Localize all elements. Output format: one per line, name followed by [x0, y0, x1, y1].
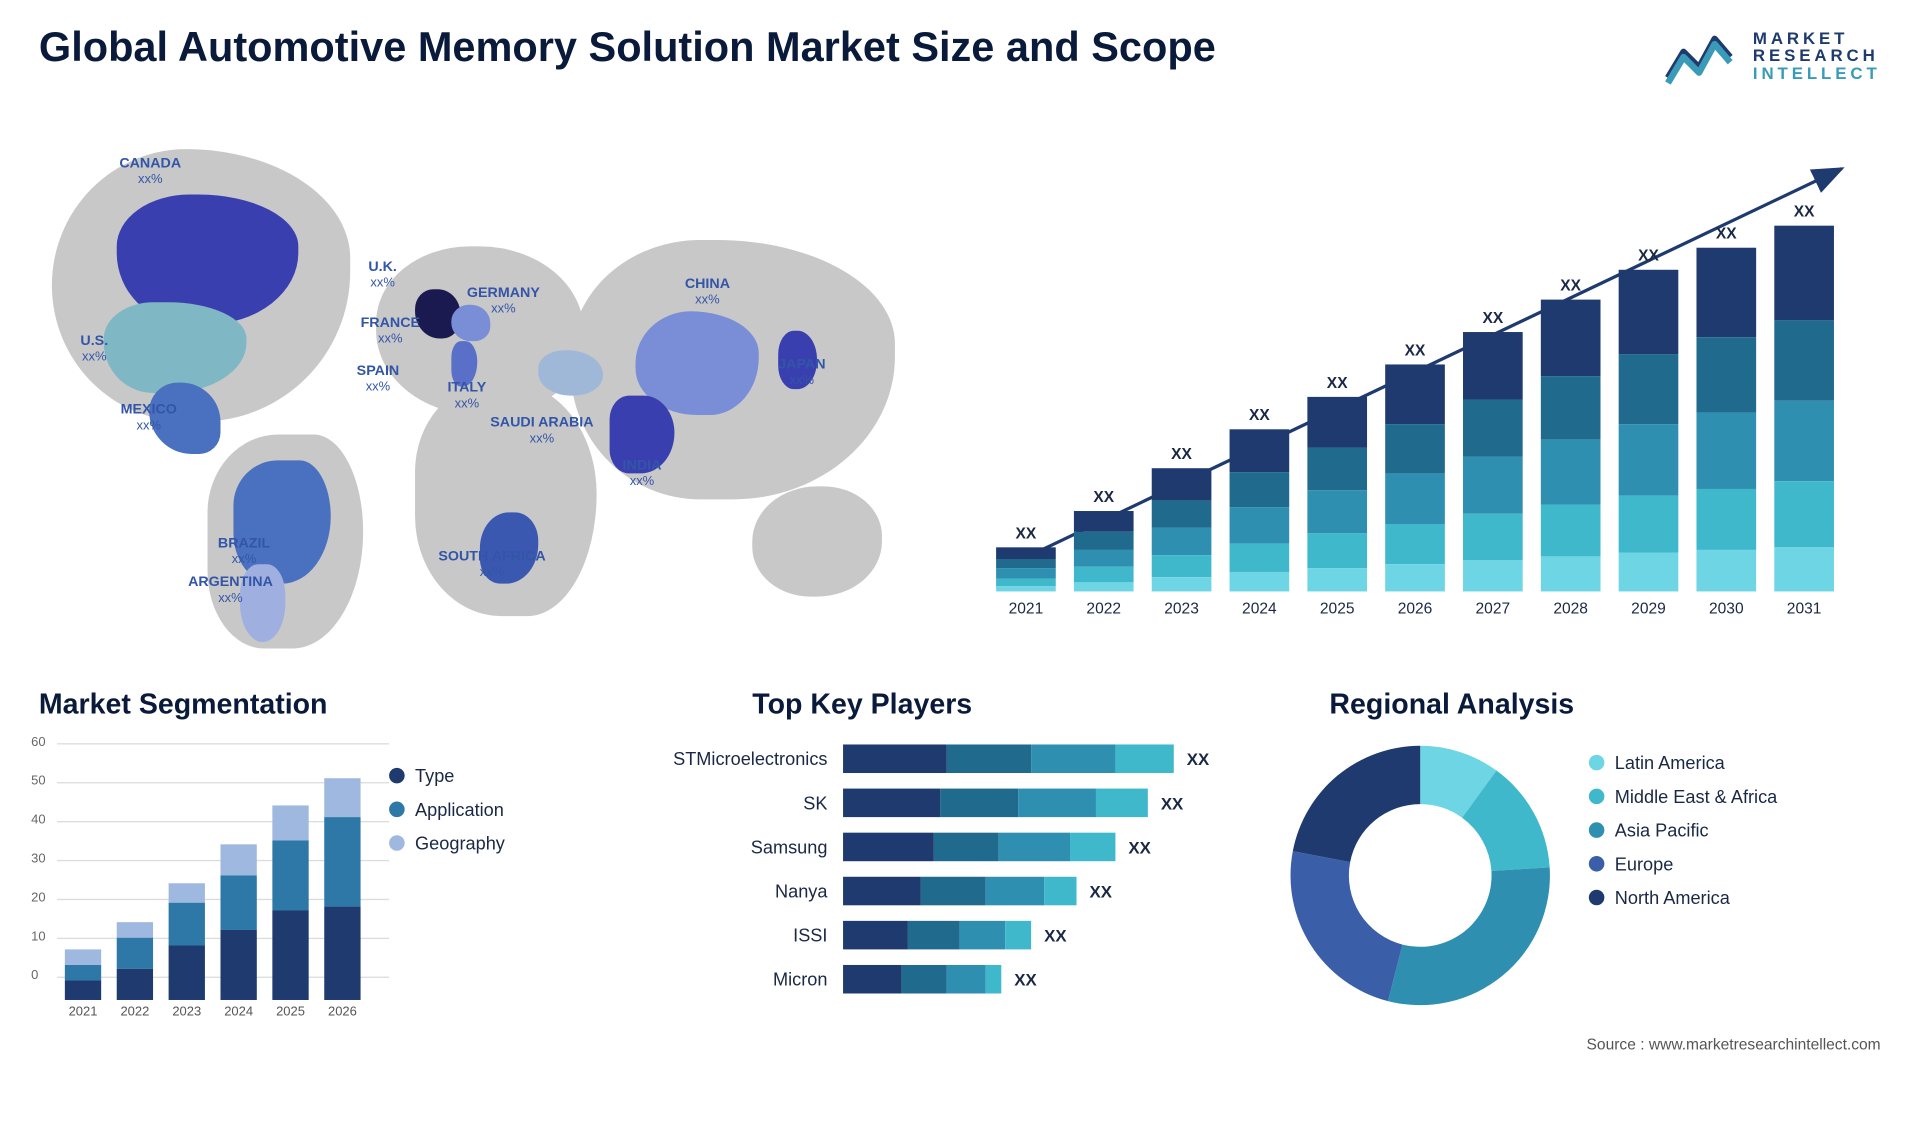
seg-bar: 2025	[272, 805, 308, 1000]
map-country-label: SAUDI ARABIAxx%	[490, 415, 593, 446]
seg-bar: 2023	[169, 883, 205, 1000]
regional-legend-item: Middle East & Africa	[1589, 786, 1777, 807]
seg-y-label: 60	[31, 735, 45, 749]
regional-legend: Latin America Middle East & Africa Asia Pa…	[1589, 752, 1777, 921]
logo-line1: MARKET	[1753, 29, 1881, 47]
player-row: STMicroelectronicsXX	[661, 739, 1232, 778]
seg-legend-item: Geography	[389, 833, 505, 854]
donut-slice	[1388, 867, 1550, 1005]
seg-bar: 2022	[117, 922, 153, 1000]
logo-icon	[1662, 23, 1740, 88]
seg-legend-item: Application	[389, 799, 505, 820]
map-country-label: ITALYxx%	[447, 380, 486, 411]
source-footer: Source : www.marketresearchintellect.com	[1587, 1035, 1881, 1053]
growth-bar: XX2029	[1619, 270, 1679, 592]
growth-bar: XX2021	[996, 547, 1056, 591]
players-title: Top Key Players	[752, 687, 972, 721]
seg-y-label: 30	[31, 852, 45, 866]
brand-logo: MARKET RESEARCH INTELLECT	[1662, 23, 1881, 88]
player-row: SamsungXX	[661, 827, 1232, 866]
map-country-label: SPAINxx%	[357, 363, 400, 394]
donut-svg	[1284, 739, 1556, 1011]
donut-slice	[1291, 851, 1403, 1001]
regional-title: Regional Analysis	[1329, 687, 1574, 721]
segmentation-chart: 0 10 20 30 40 50 60 2021 2022 2023 2024 2025 2026	[26, 737, 389, 1029]
seg-y-label: 10	[31, 930, 45, 944]
map-country-label: U.S.xx%	[80, 333, 108, 364]
growth-bar: XX2027	[1463, 332, 1523, 591]
map-country-label: INDIAxx%	[623, 458, 662, 489]
growth-bar: XX2031	[1774, 226, 1834, 592]
regional-legend-item: Asia Pacific	[1589, 820, 1777, 841]
map-country-label: CANADAxx%	[119, 156, 181, 187]
donut-slice	[1293, 746, 1420, 862]
growth-bar: XX2022	[1074, 511, 1134, 591]
seg-y-label: 50	[31, 774, 45, 788]
map-country-label: JAPANxx%	[778, 357, 825, 388]
seg-legend-item: Type	[389, 765, 505, 786]
growth-bar: XX2024	[1230, 429, 1290, 591]
growth-bar: XX2026	[1385, 364, 1445, 591]
seg-bar: 2026	[324, 778, 360, 1000]
map-country-label: MEXICOxx%	[121, 402, 177, 433]
regional-donut-chart	[1284, 739, 1556, 1011]
map-landmass	[752, 486, 882, 596]
map-country-label: ARGENTINAxx%	[188, 575, 273, 606]
regional-legend-item: Latin America	[1589, 752, 1777, 773]
seg-bar: 2024	[220, 844, 256, 1000]
seg-y-label: 40	[31, 813, 45, 827]
regional-legend-item: North America	[1589, 887, 1777, 908]
segmentation-legend: Type Application Geography	[389, 765, 505, 866]
logo-line2: RESEARCH	[1753, 47, 1881, 65]
page-title: Global Automotive Memory Solution Market…	[39, 23, 1216, 71]
map-country-label: U.K.xx%	[368, 259, 397, 290]
growth-bar: XX2023	[1152, 468, 1212, 591]
player-row: MicronXX	[661, 960, 1232, 999]
growth-bar: XX2025	[1307, 397, 1367, 592]
growth-bar: XX2030	[1696, 248, 1756, 592]
map-country-label: FRANCExx%	[361, 315, 420, 346]
map-country-label: GERMANYxx%	[467, 285, 540, 316]
map-country-label: BRAZILxx%	[218, 536, 270, 567]
regional-legend-item: Europe	[1589, 853, 1777, 874]
players-chart: STMicroelectronicsXX SKXX SamsungXX NanyaXX…	[661, 739, 1232, 1004]
growth-bar: XX2028	[1541, 300, 1601, 592]
growth-bar-chart: XX2021 XX2022 XX2023 XX2024 XX2025 XX2026 XX20…	[986, 143, 1868, 623]
player-row: ISSIXX	[661, 916, 1232, 955]
player-row: NanyaXX	[661, 872, 1232, 911]
segmentation-title: Market Segmentation	[39, 687, 328, 721]
seg-gridline	[57, 743, 389, 744]
seg-bar: 2021	[65, 949, 101, 1000]
seg-y-label: 20	[31, 891, 45, 905]
map-country-label: SOUTH AFRICAxx%	[438, 549, 545, 580]
seg-y-label: 0	[31, 969, 38, 983]
player-row: SKXX	[661, 783, 1232, 822]
logo-line3: INTELLECT	[1753, 65, 1881, 83]
map-country-label: CHINAxx%	[685, 276, 730, 307]
world-map: CANADAxx% U.S.xx% MEXICOxx% BRAZILxx% ARGENT…	[26, 123, 934, 642]
